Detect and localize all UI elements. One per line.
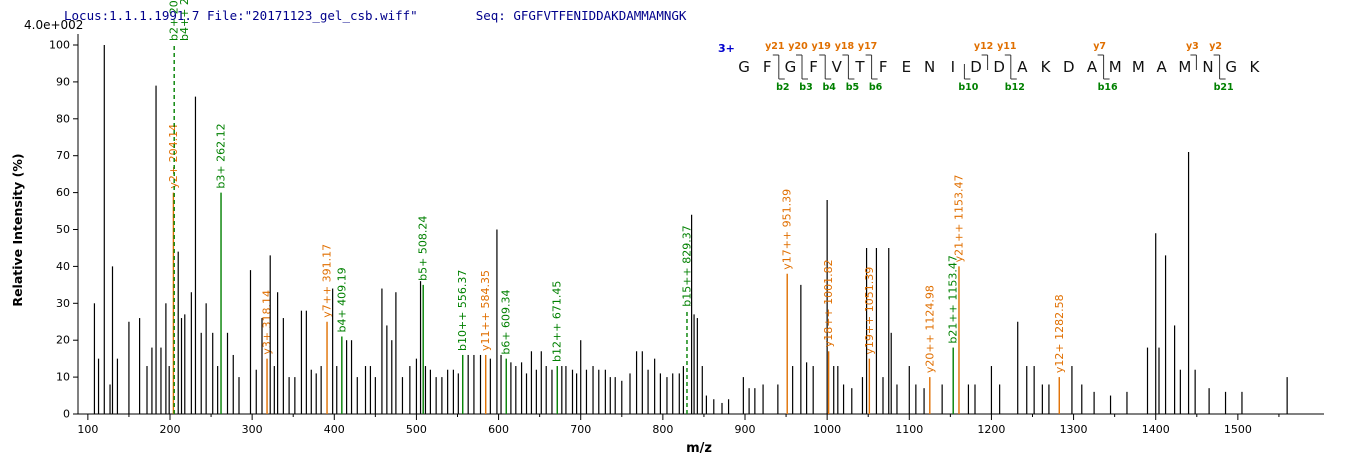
y-ion-label: y12 [974,41,993,52]
x-tick-label: 400 [324,423,345,436]
residue-letter: D [993,58,1005,76]
x-tick-label: 300 [242,423,263,436]
residue-letter: A [1156,58,1167,76]
y-tick-label: 100 [49,39,70,52]
y-tick-label: 50 [56,223,70,236]
residue-letter: K [1249,58,1260,76]
residue-letter: V [832,58,843,76]
x-tick-label: 1400 [1142,423,1170,436]
x-tick-label: 1100 [895,423,923,436]
y-ion-label: y7 [1093,41,1106,52]
y-ion-label: y18 [835,41,855,52]
residue-letter: E [902,58,911,76]
residue-letter: M [1178,58,1191,76]
peak-label: y11++ 584.35 [479,270,492,351]
y-tick-label: 90 [56,75,70,88]
residue-letter: G [1225,58,1237,76]
sequence-label: Seq: GFGFVTFENIDDAKDAMMAMNGK [475,8,687,23]
residue-letter: T [854,58,865,76]
peak-label: b3+ 262.12 [215,123,228,188]
x-tick-label: 700 [570,423,591,436]
peak-label: y3+ 318.14 [261,290,274,355]
residue-letter: G [738,58,750,76]
y-ion-label: y3 [1186,41,1199,52]
b-ion-label: b5 [846,82,859,93]
y-tick-label: 0 [63,408,70,421]
b-ion-label: b10 [958,82,978,93]
y-tick-label: 20 [56,334,70,347]
peak-label: y7++ 391.17 [321,244,334,318]
residue-letter: F [879,58,888,76]
residue-letter: M [1109,58,1122,76]
x-tick-label: 800 [652,423,673,436]
b-ion-label: b16 [1098,82,1118,93]
residue-letter: A [1017,58,1028,76]
residue-letter: F [763,58,772,76]
residue-letter: A [1087,58,1098,76]
b-ion-label: b12 [1005,82,1025,93]
b-ion-label: b4 [822,82,836,93]
header: Locus:1.1.1.1991.7 File:"20171123_gel_cs… [64,8,686,23]
y-tick-label: 70 [56,149,70,162]
peak-label: b5+ 508.24 [417,216,430,281]
y-tick-label: 80 [56,112,70,125]
b-ion-label: b3 [799,82,812,93]
peak-label: b4+ 409.19 [335,267,348,332]
peak-label: b12++ 671.45 [551,281,564,362]
x-tick-label: 200 [160,423,181,436]
x-tick-label: 900 [735,423,756,436]
x-tick-label: 1200 [977,423,1005,436]
y-ion-label: y17 [858,41,877,52]
peak-label: y2+ 204.14 [167,124,180,189]
peak-label: b10++ 556.37 [456,270,469,351]
peak-label: b21++ 1153.47 [947,255,960,343]
y-tick-label: 30 [56,297,70,310]
residue-letter: F [809,58,818,76]
residue-letter: I [951,58,955,76]
y-tick-label: 60 [56,186,70,199]
peak-label: b15++ 829.37 [680,225,693,306]
peak-label: y12+ 1282.58 [1053,294,1066,373]
b-ion-label: b2 [776,82,789,93]
x-axis-title: m/z [686,441,712,456]
y-ion-label: y11 [997,41,1016,52]
y-ion-label: y2 [1209,41,1222,52]
peak-label: y20++ 1124.98 [923,285,936,373]
peak-label: y18++ 1001.82 [822,259,835,347]
x-tick-label: 1500 [1224,423,1252,436]
residue-letter: G [785,58,797,76]
y-ion-label: y19 [811,41,830,52]
y-tick-label: 40 [56,260,70,273]
peak-label: b6+ 609.34 [500,289,513,354]
x-tick-label: 100 [77,423,98,436]
y-ion-label: y20 [788,41,808,52]
peak-label: y21++ 1153.47 [952,174,965,262]
x-tick-label: 1300 [1060,423,1088,436]
y-tick-label: 10 [56,371,70,384]
residue-letter: K [1041,58,1052,76]
residue-letter: N [1202,58,1213,76]
peak-label: b4++ 205.10 [178,0,191,41]
y-axis-title: Relative Intensity (%) [10,153,25,306]
residue-letter: D [970,58,982,76]
residue-letter: N [924,58,935,76]
peak-label: y17++ 951.39 [781,189,794,270]
residue-letter: M [1132,58,1145,76]
x-tick-label: 1000 [813,423,841,436]
y-ion-label: y21 [765,41,784,52]
peak-label: y19++ 1051.39 [863,267,876,355]
y-max-value-label: 4.0e+002 [24,18,83,32]
x-tick-label: 500 [406,423,427,436]
b-ion-label: b6 [869,82,883,93]
locus-file-label: Locus:1.1.1.1991.7 File:"20171123_gel_cs… [64,8,418,23]
b-ion-label: b21 [1214,82,1234,93]
precursor-charge: 3+ [718,42,735,55]
x-tick-label: 600 [488,423,509,436]
residue-letter: D [1063,58,1075,76]
peak-label: b2+ 205.10 [168,0,181,41]
